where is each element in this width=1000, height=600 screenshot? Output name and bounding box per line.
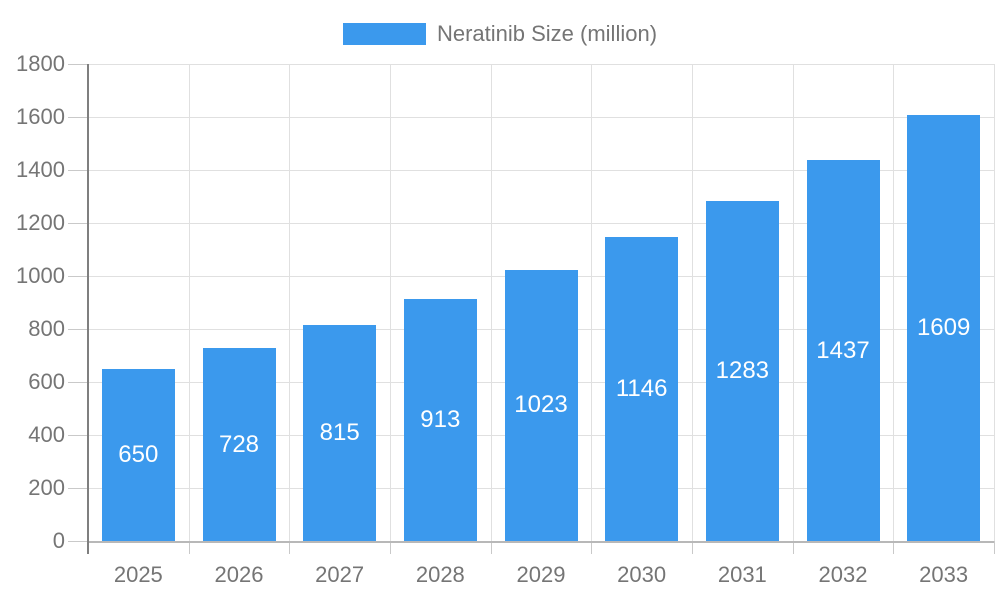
y-axis-label: 400 xyxy=(28,422,65,447)
y-axis-label: 1200 xyxy=(16,210,65,235)
bar-2033[interactable]: 1609 xyxy=(907,114,981,541)
bar-value-label: 728 xyxy=(218,430,260,458)
bar-2026[interactable]: 728 xyxy=(202,348,276,541)
x-axis-tick xyxy=(994,541,995,554)
x-axis-tick xyxy=(289,541,291,554)
legend-swatch-icon xyxy=(342,23,426,45)
bar-value-label: 1437 xyxy=(816,336,870,364)
gridline-horizontal xyxy=(88,64,994,65)
gridline-vertical xyxy=(289,64,291,541)
bar-2027[interactable]: 815 xyxy=(303,325,377,541)
gridline-horizontal xyxy=(88,170,994,171)
bar-2028[interactable]: 913 xyxy=(403,299,477,541)
x-axis-tick xyxy=(591,541,593,554)
x-axis-tick xyxy=(188,541,190,554)
y-axis-label: 1400 xyxy=(16,157,65,182)
legend-label: Neratinib Size (million) xyxy=(436,21,658,46)
y-axis-label: 1800 xyxy=(16,51,65,76)
y-axis-label: 600 xyxy=(28,369,65,394)
x-axis-tick xyxy=(792,541,794,554)
y-axis-label: 1600 xyxy=(16,104,65,129)
y-axis-tick xyxy=(68,64,88,65)
gridline-horizontal xyxy=(88,223,994,224)
bar-value-label: 913 xyxy=(420,406,461,434)
x-axis-label: 2026 xyxy=(214,562,264,587)
bar-2029[interactable]: 1023 xyxy=(504,269,578,541)
y-axis-tick xyxy=(68,223,88,224)
y-axis-label: 800 xyxy=(28,316,65,341)
y-axis-tick xyxy=(68,276,88,277)
gridline-vertical xyxy=(591,64,593,541)
gridline-vertical xyxy=(490,64,492,541)
y-axis-tick xyxy=(68,382,88,383)
gridline-horizontal xyxy=(88,117,994,118)
gridline-vertical xyxy=(994,64,995,541)
y-axis-label: 200 xyxy=(28,475,65,500)
bar-2031[interactable]: 1283 xyxy=(705,201,779,541)
bar-value-label: 650 xyxy=(118,440,159,468)
x-axis-label: 2029 xyxy=(516,562,566,587)
x-axis-label: 2032 xyxy=(818,562,868,587)
y-axis-line xyxy=(87,64,89,554)
y-axis-tick xyxy=(68,435,88,436)
x-axis-label: 2033 xyxy=(919,562,969,587)
gridline-vertical xyxy=(390,64,391,541)
y-axis-tick xyxy=(68,170,88,171)
bar-value-label: 1609 xyxy=(916,313,971,341)
bar-value-label: 815 xyxy=(319,419,360,446)
gridline-vertical xyxy=(692,64,693,541)
x-axis-tick xyxy=(490,541,492,554)
bar-value-label: 1283 xyxy=(715,356,770,384)
bar-2025[interactable]: 650 xyxy=(101,368,175,541)
legend[interactable]: Neratinib Size (million) xyxy=(0,21,1000,46)
bar-value-label: 1023 xyxy=(514,391,568,419)
gridline-vertical xyxy=(188,64,190,541)
x-axis-tick xyxy=(692,541,693,554)
y-axis-label: 0 xyxy=(52,528,65,553)
y-axis-label: 1000 xyxy=(16,263,65,288)
y-axis-tick xyxy=(68,541,88,542)
x-axis-label: 2025 xyxy=(113,562,163,587)
gridline-vertical xyxy=(792,64,794,541)
x-axis-tick xyxy=(893,541,895,554)
x-axis-label: 2027 xyxy=(315,562,365,587)
x-axis-label: 2028 xyxy=(415,562,465,587)
x-axis-line xyxy=(88,541,994,543)
y-axis-tick xyxy=(68,117,88,118)
x-axis-tick xyxy=(390,541,391,554)
bar-2032[interactable]: 1437 xyxy=(806,160,880,541)
y-axis-tick xyxy=(68,488,88,489)
bar-2030[interactable]: 1146 xyxy=(605,237,679,541)
y-axis-tick xyxy=(68,329,88,330)
x-axis-label: 2031 xyxy=(717,562,767,587)
bar-value-label: 1146 xyxy=(615,375,668,403)
x-axis-label: 2030 xyxy=(617,562,667,587)
gridline-vertical xyxy=(893,64,895,541)
